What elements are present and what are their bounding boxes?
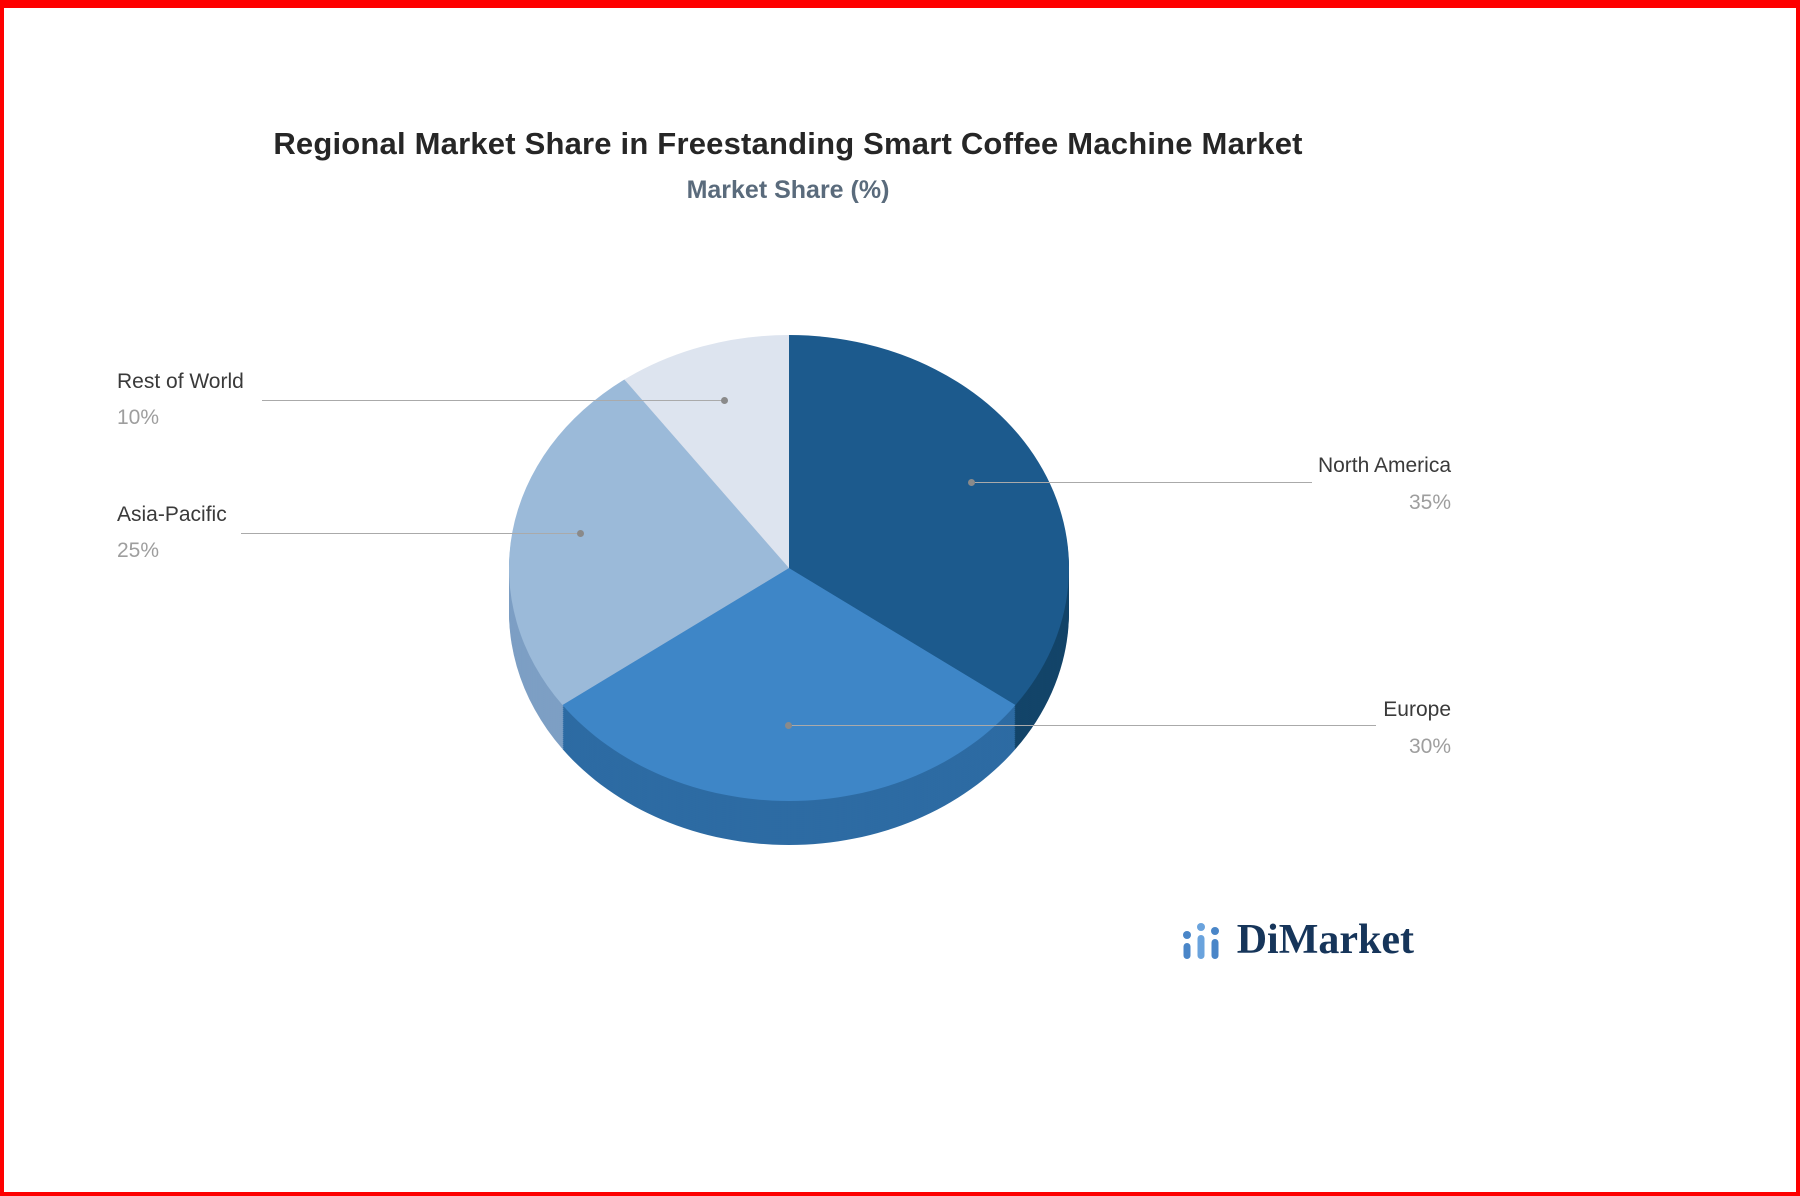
pie-slice-north-america <box>789 335 1069 705</box>
pie-slice-rest-of-world <box>624 335 789 568</box>
brand-logo-text: DiMarket <box>1236 917 1414 963</box>
slice-value-europe: 30% <box>1408 735 1451 758</box>
brand-logo: DiMarket <box>1179 916 1414 964</box>
bar-chart-icon <box>1182 923 1219 959</box>
leader-line-europe <box>792 725 1376 726</box>
leader-dot-europe <box>785 722 792 729</box>
slice-value-north-america: 35% <box>1408 491 1451 514</box>
leader-dot-north-america <box>968 479 975 486</box>
leader-dot-rest-of-world <box>721 397 728 404</box>
leader-dot-asia-pacific <box>577 530 584 537</box>
slice-label-europe: Europe <box>1383 698 1451 721</box>
slice-label-asia-pacific: Asia-Pacific <box>117 503 227 526</box>
chart-subtitle: Market Share (%) <box>686 176 890 204</box>
slice-label-rest-of-world: Rest of World <box>117 370 244 393</box>
slice-value-rest-of-world: 10% <box>117 406 160 429</box>
leader-line-north-america <box>975 482 1312 483</box>
chart-title: Regional Market Share in Freestanding Sm… <box>273 126 1303 161</box>
leader-line-rest-of-world <box>262 400 724 401</box>
leader-line-asia-pacific <box>241 533 580 534</box>
pie-slice-asia-pacific <box>508 379 789 705</box>
slice-label-north-america: North America <box>1317 454 1451 477</box>
slice-value-asia-pacific: 25% <box>117 539 160 562</box>
pie-slice-europe <box>562 568 1016 802</box>
pie-chart <box>508 335 1069 846</box>
